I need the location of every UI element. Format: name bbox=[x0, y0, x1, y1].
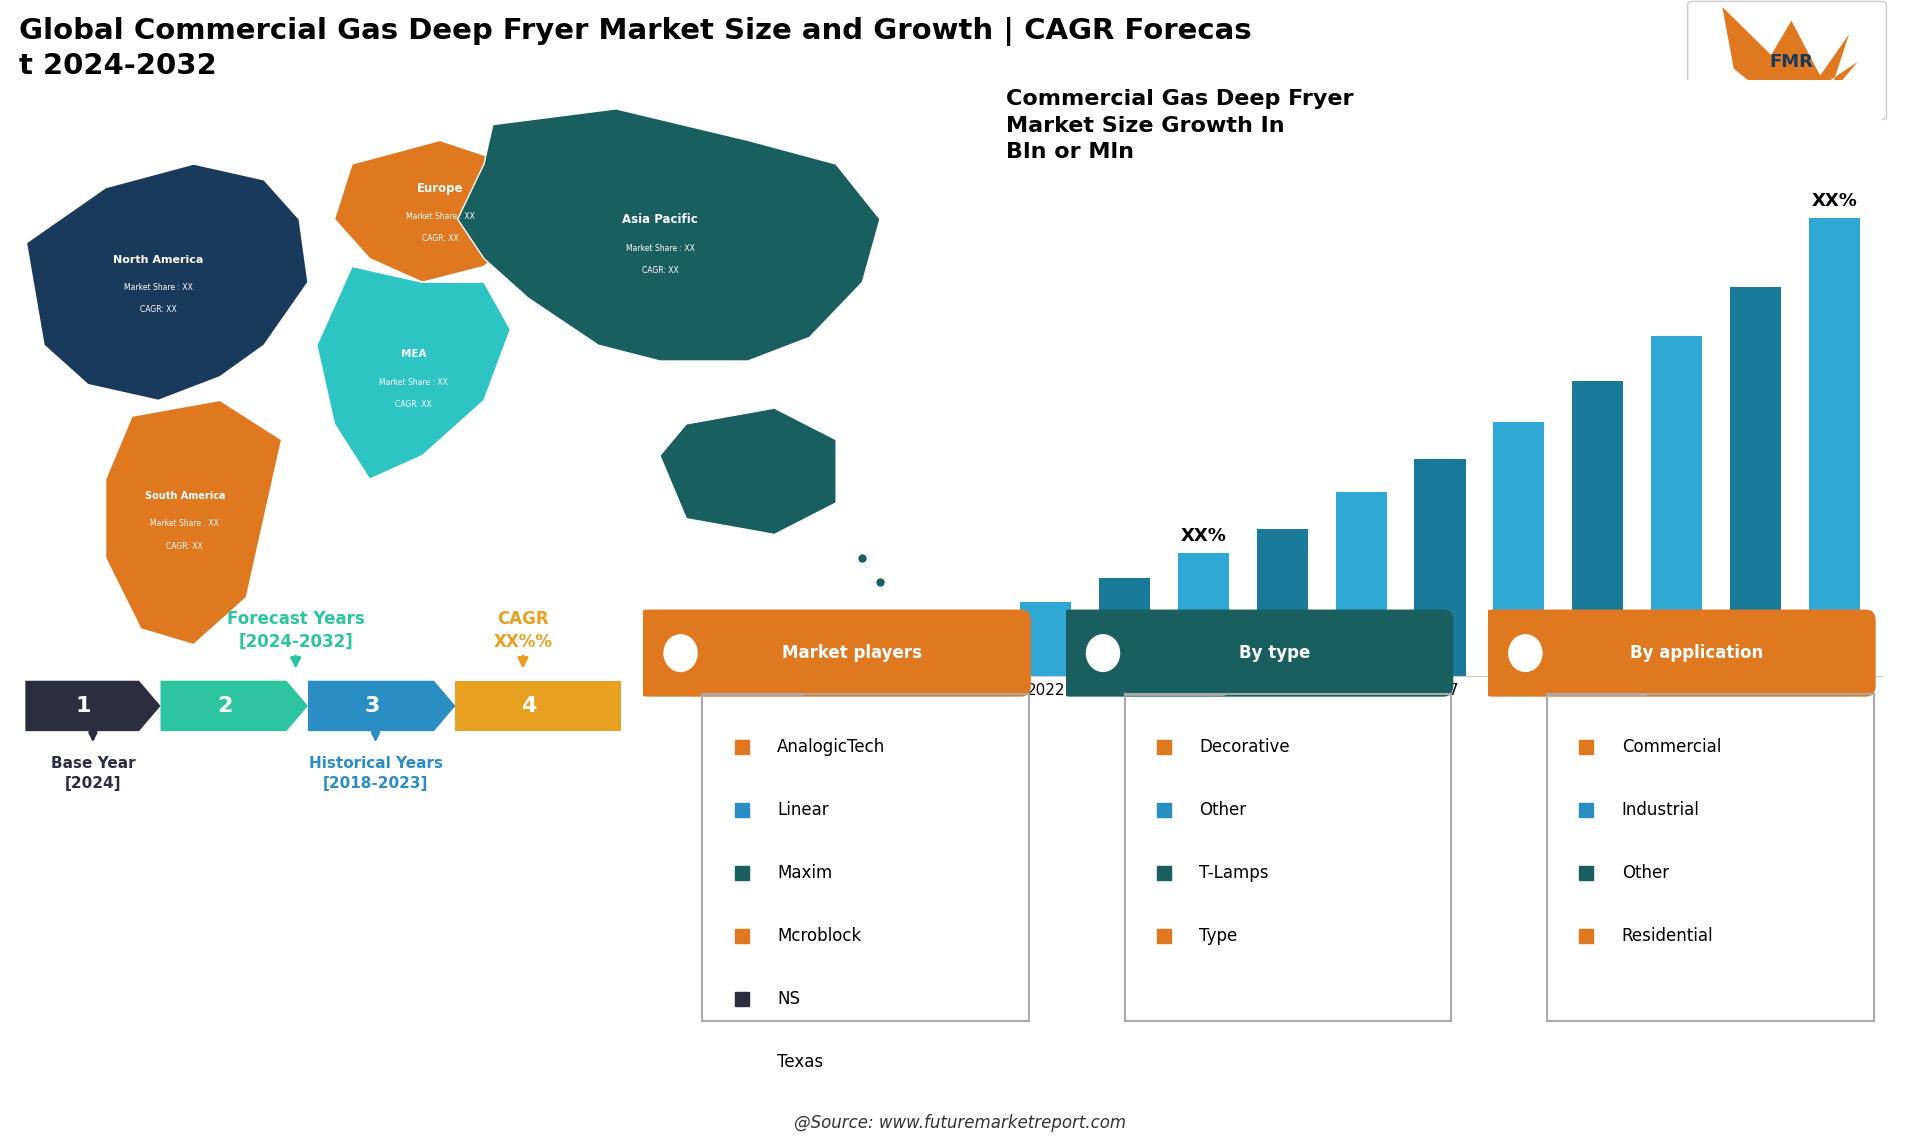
Text: [2024-2032]: [2024-2032] bbox=[238, 633, 353, 651]
Text: Mcroblock: Mcroblock bbox=[778, 927, 862, 945]
Text: Market players: Market players bbox=[781, 644, 922, 662]
Circle shape bbox=[1509, 635, 1542, 672]
Text: Market Share : XX: Market Share : XX bbox=[150, 519, 219, 528]
Polygon shape bbox=[457, 109, 879, 361]
Text: Base Year: Base Year bbox=[50, 755, 134, 771]
FancyBboxPatch shape bbox=[1060, 610, 1453, 697]
Text: Other: Other bbox=[1200, 801, 1246, 819]
Text: Residential: Residential bbox=[1622, 927, 1713, 945]
FancyBboxPatch shape bbox=[637, 610, 1031, 697]
Text: CAGR: XX: CAGR: XX bbox=[140, 305, 177, 314]
Bar bbox=[1177, 554, 1229, 676]
FancyBboxPatch shape bbox=[1482, 610, 1876, 697]
Text: 3: 3 bbox=[365, 696, 380, 716]
Polygon shape bbox=[27, 164, 307, 400]
Text: [2024]: [2024] bbox=[65, 776, 121, 792]
Bar bbox=[1336, 492, 1386, 676]
Text: Decorative: Decorative bbox=[1200, 738, 1290, 755]
Text: Industrial: Industrial bbox=[1622, 801, 1699, 819]
Polygon shape bbox=[307, 681, 455, 731]
Text: XX%: XX% bbox=[1811, 191, 1857, 210]
Text: AnalogicTech: AnalogicTech bbox=[778, 738, 885, 755]
Text: Commercial: Commercial bbox=[1622, 738, 1720, 755]
Bar bbox=[1258, 528, 1308, 676]
Text: By type: By type bbox=[1238, 644, 1309, 662]
Polygon shape bbox=[455, 681, 622, 731]
Text: Texas: Texas bbox=[778, 1053, 824, 1072]
Text: MEA: MEA bbox=[401, 350, 426, 359]
Text: Forecast Years: Forecast Years bbox=[227, 610, 365, 628]
Text: t 2024-2032: t 2024-2032 bbox=[19, 52, 217, 79]
Text: Global Commercial Gas Deep Fryer Market Size and Growth | CAGR Forecas: Global Commercial Gas Deep Fryer Market … bbox=[19, 17, 1252, 46]
Polygon shape bbox=[334, 140, 545, 282]
Text: NS: NS bbox=[778, 990, 801, 1008]
Text: Other: Other bbox=[1622, 864, 1668, 882]
Text: T-Lamps: T-Lamps bbox=[1200, 864, 1269, 882]
Bar bbox=[1415, 460, 1465, 676]
Polygon shape bbox=[106, 400, 282, 644]
Text: FMR: FMR bbox=[1770, 53, 1812, 71]
Bar bbox=[1020, 603, 1071, 676]
Text: Type: Type bbox=[1200, 927, 1238, 945]
Circle shape bbox=[664, 635, 697, 672]
Text: CAGR: XX: CAGR: XX bbox=[167, 542, 204, 550]
Text: Asia Pacific: Asia Pacific bbox=[622, 213, 697, 226]
Text: 1: 1 bbox=[77, 696, 92, 716]
Text: 4: 4 bbox=[522, 696, 538, 716]
Bar bbox=[1651, 337, 1703, 676]
Text: CAGR: XX: CAGR: XX bbox=[396, 400, 432, 409]
Text: FUTURE MARKET REPORT: FUTURE MARKET REPORT bbox=[1751, 87, 1832, 92]
Text: Market Share : XX: Market Share : XX bbox=[125, 283, 192, 292]
Text: Commercial Gas Deep Fryer
Market Size Growth In
Bln or Mln: Commercial Gas Deep Fryer Market Size Gr… bbox=[1006, 89, 1354, 163]
Bar bbox=[1494, 423, 1544, 676]
Text: South America: South America bbox=[144, 490, 225, 501]
Text: Historical Years: Historical Years bbox=[309, 755, 442, 771]
Text: XX%: XX% bbox=[1181, 527, 1227, 545]
Text: By application: By application bbox=[1630, 644, 1763, 662]
Text: CAGR: XX: CAGR: XX bbox=[641, 266, 678, 275]
Bar bbox=[1809, 218, 1860, 676]
Text: XX%%: XX%% bbox=[493, 633, 553, 651]
Text: @Source: www.futuremarketreport.com: @Source: www.futuremarketreport.com bbox=[795, 1114, 1125, 1132]
Text: Market Share : XX: Market Share : XX bbox=[626, 244, 695, 252]
Polygon shape bbox=[660, 408, 835, 534]
Polygon shape bbox=[25, 681, 161, 731]
Bar bbox=[1098, 578, 1150, 676]
Bar bbox=[1730, 288, 1782, 676]
Text: Maxim: Maxim bbox=[778, 864, 831, 882]
Polygon shape bbox=[1722, 7, 1857, 110]
Polygon shape bbox=[161, 681, 307, 731]
Text: 2: 2 bbox=[217, 696, 232, 716]
Text: Market Share : XX: Market Share : XX bbox=[405, 212, 474, 221]
Text: Europe: Europe bbox=[417, 181, 463, 195]
Bar bbox=[1572, 382, 1622, 676]
Polygon shape bbox=[317, 267, 511, 479]
Text: CAGR: XX: CAGR: XX bbox=[422, 234, 459, 243]
Circle shape bbox=[1087, 635, 1119, 672]
Text: [2018-2023]: [2018-2023] bbox=[323, 776, 428, 792]
Text: CAGR: CAGR bbox=[497, 610, 549, 628]
Text: North America: North America bbox=[113, 254, 204, 265]
Text: Linear: Linear bbox=[778, 801, 829, 819]
Text: Market Share : XX: Market Share : XX bbox=[378, 378, 447, 386]
